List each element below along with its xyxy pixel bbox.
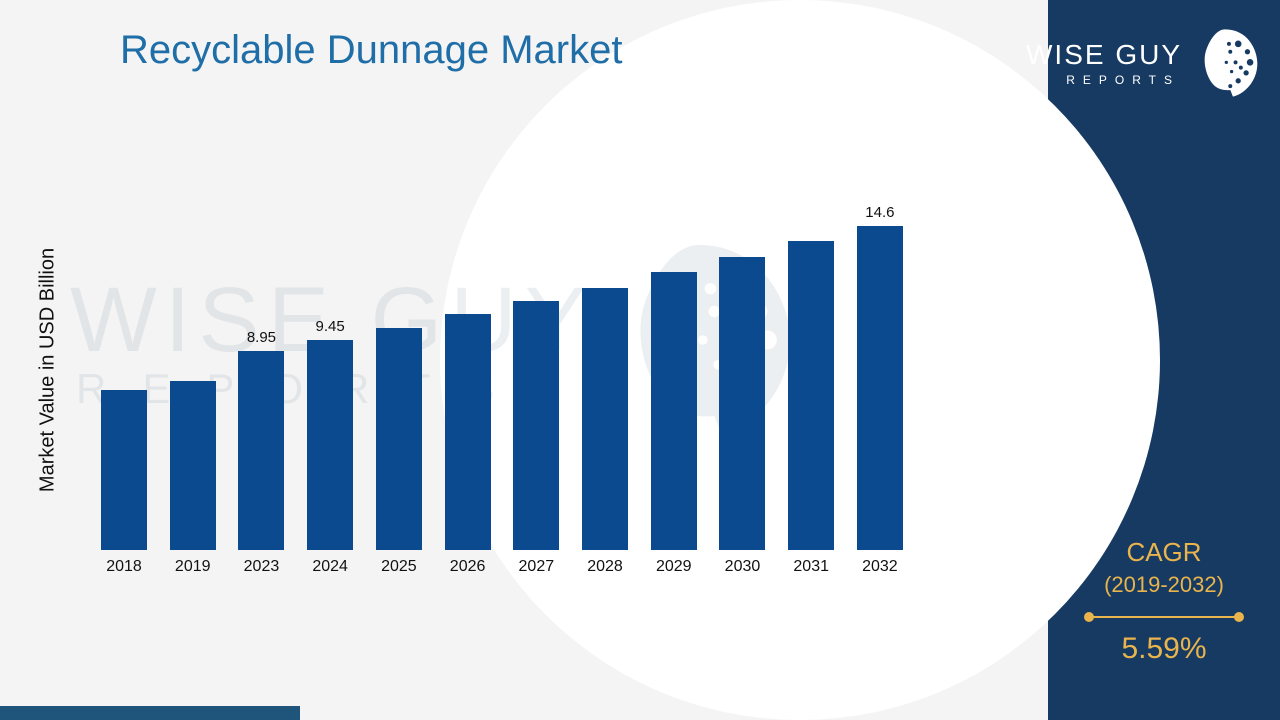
bar-col xyxy=(642,250,706,550)
x-tick-label: 2030 xyxy=(710,550,774,590)
bar xyxy=(445,314,491,550)
bar-col: 14.6 xyxy=(848,204,912,550)
bar-chart: Market Value in USD Billion 8.959.4514.6… xyxy=(52,150,912,590)
x-tick-label: 2023 xyxy=(229,550,293,590)
x-tick-label: 2025 xyxy=(367,550,431,590)
bar xyxy=(582,288,628,550)
bar-value-label: 14.6 xyxy=(865,204,894,222)
x-tick-label: 2031 xyxy=(779,550,843,590)
x-tick-label: 2028 xyxy=(573,550,637,590)
bar-value-label: 9.45 xyxy=(316,318,345,336)
x-tick-label: 2024 xyxy=(298,550,362,590)
cagr-block: CAGR (2019-2032) 5.59% xyxy=(1048,537,1280,666)
bar xyxy=(857,226,903,550)
bar-col xyxy=(504,279,568,550)
cagr-value: 5.59% xyxy=(1048,632,1280,666)
bar-col xyxy=(436,292,500,550)
bar-col: 9.45 xyxy=(298,318,362,550)
x-tick-label: 2029 xyxy=(642,550,706,590)
x-tick-label: 2027 xyxy=(504,550,568,590)
bar xyxy=(238,351,284,550)
bar-col xyxy=(92,368,156,550)
x-tick-label: 2032 xyxy=(848,550,912,590)
x-tick-label: 2018 xyxy=(92,550,156,590)
bar xyxy=(101,390,147,550)
logo-head-icon xyxy=(1192,26,1258,100)
cagr-label: CAGR xyxy=(1048,537,1280,568)
bar xyxy=(376,328,422,550)
x-axis-labels: 2018201920232024202520262027202820292030… xyxy=(92,550,912,590)
x-tick-label: 2019 xyxy=(161,550,225,590)
bar-value-label: 8.95 xyxy=(247,329,276,347)
chart-title: Recyclable Dunnage Market xyxy=(120,28,622,73)
bar-col xyxy=(367,306,431,550)
bar xyxy=(788,241,834,550)
bar xyxy=(307,340,353,550)
x-tick-label: 2026 xyxy=(436,550,500,590)
bars-container: 8.95 9.45 14.6 xyxy=(92,150,912,550)
cagr-divider xyxy=(1089,616,1239,618)
y-axis-label: Market Value in USD Billion xyxy=(37,248,60,492)
brand-logo: WISE GUY REPORTS xyxy=(1026,26,1258,100)
logo-main-text: WISE GUY xyxy=(1026,39,1182,71)
cagr-range: (2019-2032) xyxy=(1048,572,1280,598)
logo-sub-text: REPORTS xyxy=(1066,73,1180,87)
canvas: WISE GUY REPORTS Recyclable Dunnage Mark… xyxy=(0,0,1280,720)
bar xyxy=(170,381,216,550)
bar-col xyxy=(779,219,843,550)
bar xyxy=(719,257,765,550)
bar xyxy=(513,301,559,550)
bar-col xyxy=(573,266,637,550)
bar-col xyxy=(710,235,774,550)
bar-col: 8.95 xyxy=(229,329,293,550)
bar-col xyxy=(161,359,225,550)
bottom-strip xyxy=(0,706,300,720)
bar xyxy=(651,272,697,550)
